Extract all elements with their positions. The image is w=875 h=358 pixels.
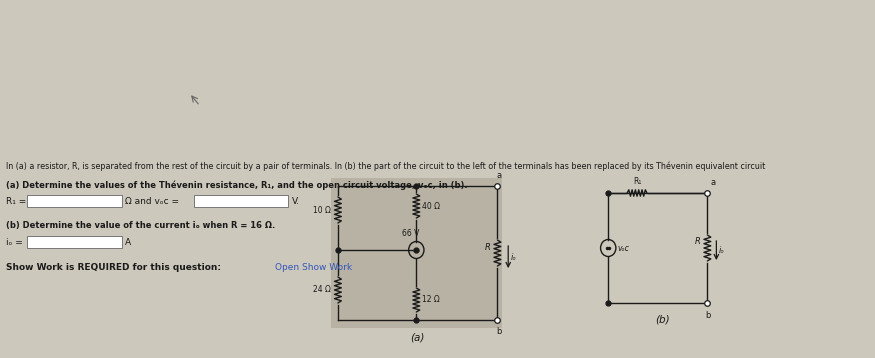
Text: a: a [710, 178, 715, 187]
Text: A: A [125, 237, 131, 247]
Text: V.: V. [292, 197, 300, 205]
FancyBboxPatch shape [193, 195, 289, 207]
Text: b: b [496, 327, 502, 336]
Text: R: R [485, 242, 490, 252]
Text: Show Work is REQUIRED for this question:: Show Work is REQUIRED for this question: [6, 263, 221, 272]
FancyBboxPatch shape [27, 236, 122, 248]
Text: (a): (a) [410, 332, 425, 342]
Text: vₒᴄ: vₒᴄ [617, 243, 629, 252]
Text: 24 Ω: 24 Ω [313, 285, 331, 295]
FancyBboxPatch shape [331, 178, 502, 328]
Text: R: R [695, 237, 701, 247]
Text: R₁: R₁ [633, 177, 641, 186]
Text: a: a [497, 171, 501, 180]
FancyBboxPatch shape [27, 195, 122, 207]
Text: R₁ =: R₁ = [6, 197, 26, 205]
Text: 40 Ω: 40 Ω [422, 202, 440, 211]
Text: 12 Ω: 12 Ω [422, 295, 439, 305]
Text: iₒ: iₒ [511, 252, 517, 261]
Text: In (a) a resistor, R, is separated from the rest of the circuit by a pair of ter: In (a) a resistor, R, is separated from … [6, 161, 766, 170]
Text: Ω and vₒc =: Ω and vₒc = [125, 197, 179, 205]
Text: (a) Determine the values of the Thévenin resistance, R₁, and the open circuit vo: (a) Determine the values of the Thévenin… [6, 180, 468, 189]
Text: (b): (b) [655, 315, 669, 325]
Text: b: b [705, 311, 711, 320]
Text: Open Show Work: Open Show Work [275, 263, 352, 272]
Text: 10 Ω: 10 Ω [313, 205, 331, 214]
Text: (b) Determine the value of the current iₒ when R = 16 Ω.: (b) Determine the value of the current i… [6, 221, 276, 230]
Text: iₒ =: iₒ = [6, 237, 23, 247]
Text: iₒ: iₒ [719, 246, 725, 255]
Text: 66 V: 66 V [402, 229, 420, 238]
